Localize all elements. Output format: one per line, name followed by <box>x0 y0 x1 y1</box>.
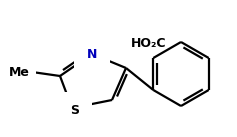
Text: Me: Me <box>9 65 30 79</box>
Text: HO₂C: HO₂C <box>131 37 166 50</box>
Text: N: N <box>87 48 97 61</box>
Text: S: S <box>70 105 79 118</box>
